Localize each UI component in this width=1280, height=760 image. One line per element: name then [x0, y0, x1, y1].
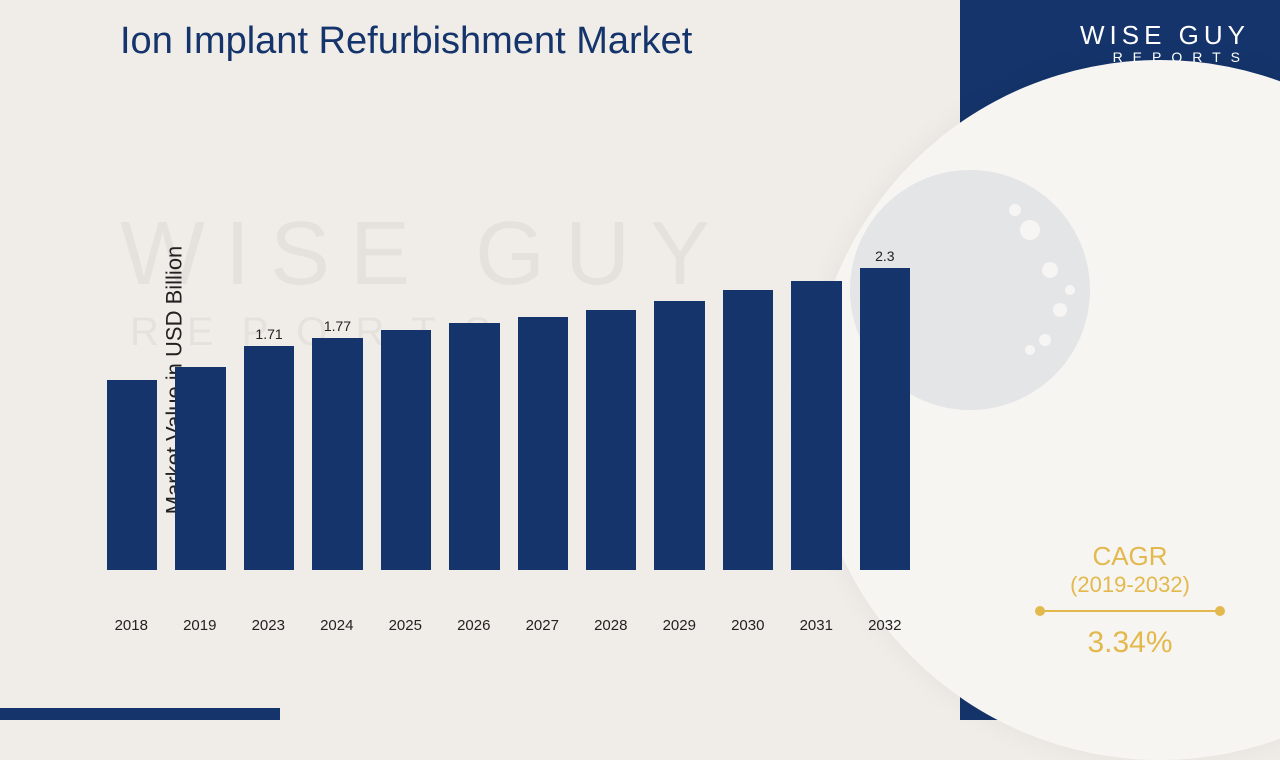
- bar-column: [586, 150, 636, 570]
- cagr-range: (2019-2032): [1020, 572, 1240, 598]
- x-tick-label: 2031: [791, 617, 842, 634]
- bar-column: [107, 150, 157, 570]
- logo-line1: WISE GUY: [1080, 20, 1250, 51]
- x-tick-label: 2028: [586, 617, 637, 634]
- logo-line2: REPORTS: [1080, 49, 1250, 65]
- bar-value-label: 2.3: [875, 248, 894, 264]
- bar: [586, 310, 636, 570]
- x-tick-label: 2027: [517, 617, 568, 634]
- bar-value-label: 1.77: [324, 318, 351, 334]
- bar: [791, 281, 841, 570]
- bar-column: [723, 150, 773, 570]
- x-tick-label: 2030: [723, 617, 774, 634]
- bar: [244, 346, 294, 570]
- bar-column: [518, 150, 568, 570]
- x-tick-label: 2032: [860, 617, 911, 634]
- bars-container: 1.71 1.77 2.3: [99, 150, 910, 570]
- bar: [107, 380, 157, 570]
- brand-logo: WISE GUY REPORTS: [1080, 20, 1250, 65]
- bar-column: 1.77: [312, 150, 362, 570]
- cagr-title: CAGR: [1020, 541, 1240, 572]
- bar-column: [175, 150, 225, 570]
- bar-column: 1.71: [244, 150, 294, 570]
- bar-value-label: 1.71: [255, 326, 282, 342]
- x-tick-label: 2024: [312, 617, 363, 634]
- bar-column: [654, 150, 704, 570]
- x-tick-label: 2019: [175, 617, 226, 634]
- bar: [449, 323, 499, 570]
- x-tick-label: 2029: [654, 617, 705, 634]
- bar-chart: Market Value in USD Billion 1.711.772.3 …: [30, 150, 910, 610]
- bar: [654, 301, 704, 570]
- x-tick-label: 2023: [243, 617, 294, 634]
- bar-column: [791, 150, 841, 570]
- bar-column: [381, 150, 431, 570]
- x-axis: 2018 2019 2023 2024 2025 2026 2027 2028 2029 2030…: [98, 617, 910, 634]
- bar-column: 2.3: [860, 150, 910, 570]
- bar: [723, 290, 773, 570]
- cagr-divider: [1040, 610, 1220, 612]
- bar: [860, 268, 910, 570]
- chart-title: Ion Implant Refurbishment Market: [120, 20, 692, 63]
- x-tick-label: 2018: [106, 617, 157, 634]
- bar: [175, 367, 225, 570]
- x-tick-label: 2025: [380, 617, 431, 634]
- bottom-accent-bar: [0, 708, 280, 720]
- plot-area: 1.71 1.77 2.3: [98, 150, 910, 570]
- x-tick-label: 2026: [449, 617, 500, 634]
- bar: [312, 338, 362, 570]
- cagr-block: CAGR (2019-2032) 3.34%: [1020, 541, 1240, 660]
- bar-column: [449, 150, 499, 570]
- bar: [381, 330, 431, 570]
- cagr-value: 3.34%: [1020, 626, 1240, 660]
- bar: [518, 317, 568, 570]
